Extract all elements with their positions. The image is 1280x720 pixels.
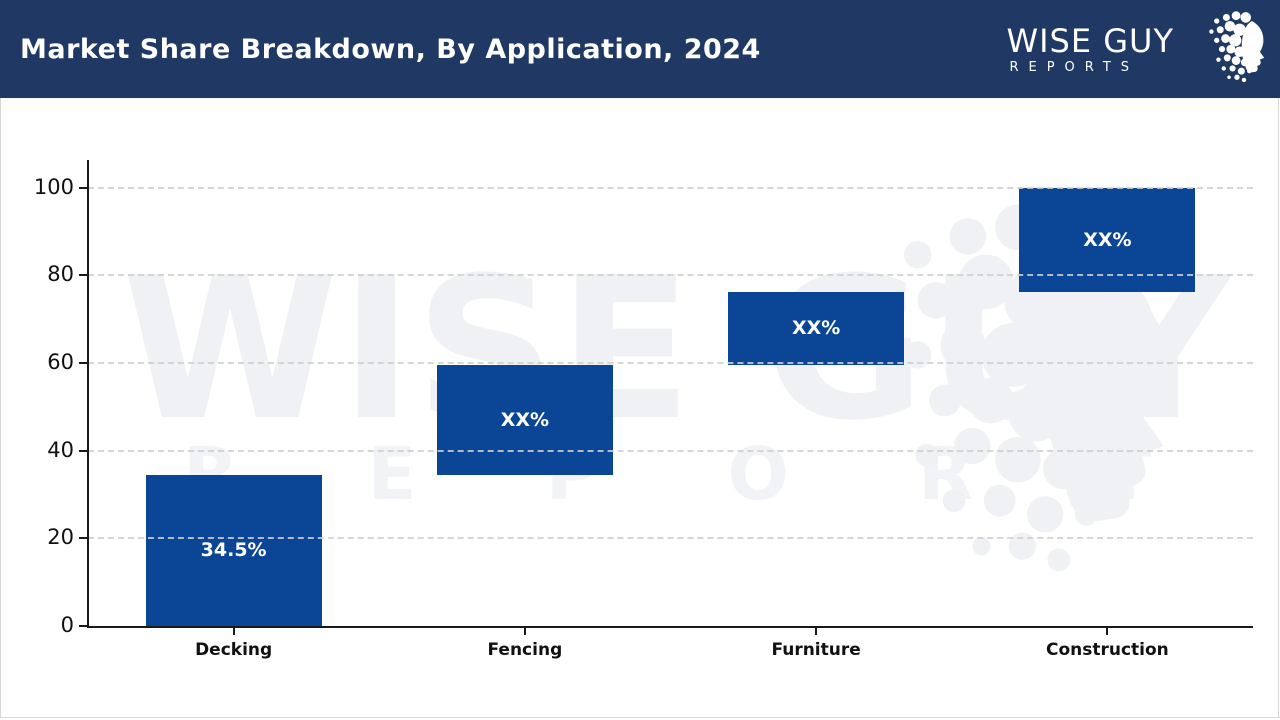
- y-tick-mark: [79, 449, 88, 452]
- y-tick-label: 80: [47, 262, 74, 287]
- bar-segment-furniture: XX%: [728, 291, 905, 366]
- bar-value-label: XX%: [1083, 228, 1132, 251]
- x-tick-label-construction: Construction: [1045, 640, 1169, 660]
- y-tick-mark: [79, 625, 88, 627]
- gridline: [88, 186, 1253, 189]
- wise-guy-reports-logo: WISE GUY REPORTS: [1006, 6, 1266, 94]
- bar-segment-fencing: XX%: [436, 365, 613, 475]
- logo-reports-text: REPORTS: [1009, 60, 1140, 76]
- y-tick-label: 40: [47, 437, 74, 462]
- x-axis-line: [87, 626, 1253, 628]
- header-banner: Market Share Breakdown, By Application, …: [0, 0, 1280, 98]
- bar-segment-construction: XX%: [1019, 187, 1196, 292]
- x-tick-label-furniture: Furniture: [771, 640, 861, 660]
- chart-title: Market Share Breakdown, By Application, …: [20, 33, 761, 65]
- x-tick-label-decking: Decking: [195, 640, 273, 660]
- page-border-right: [1278, 0, 1279, 718]
- y-tick-label: 0: [60, 613, 74, 637]
- bar-value-label: XX%: [500, 408, 550, 431]
- logo-dotted-head-icon: [1209, 11, 1265, 83]
- gridline: [88, 274, 1253, 277]
- gridline: [88, 449, 1253, 452]
- bar-value-label: XX%: [791, 317, 841, 340]
- y-tick-mark: [79, 537, 88, 540]
- y-axis-line: [87, 160, 89, 628]
- y-tick-mark: [79, 361, 88, 364]
- y-tick-label: 100: [33, 174, 74, 199]
- gridline: [88, 361, 1253, 364]
- gridline: [88, 537, 1253, 540]
- x-tick-mark: [232, 628, 235, 635]
- bar-value-label: 34.5%: [200, 539, 267, 562]
- bar-segment-decking: 34.5%: [145, 474, 322, 626]
- page-border-left: [0, 0, 1, 718]
- y-tick-label: 20: [47, 525, 74, 550]
- y-tick-mark: [79, 186, 88, 189]
- page-border-bottom: [0, 717, 1280, 718]
- y-tick-label: 60: [47, 349, 74, 374]
- x-tick-mark: [1106, 628, 1109, 635]
- y-tick-mark: [79, 274, 88, 277]
- logo-wiseguy-text: WISE GUY: [1006, 21, 1174, 60]
- x-tick-mark: [815, 628, 818, 635]
- x-tick-mark: [523, 628, 526, 635]
- x-tick-label-fencing: Fencing: [487, 640, 563, 660]
